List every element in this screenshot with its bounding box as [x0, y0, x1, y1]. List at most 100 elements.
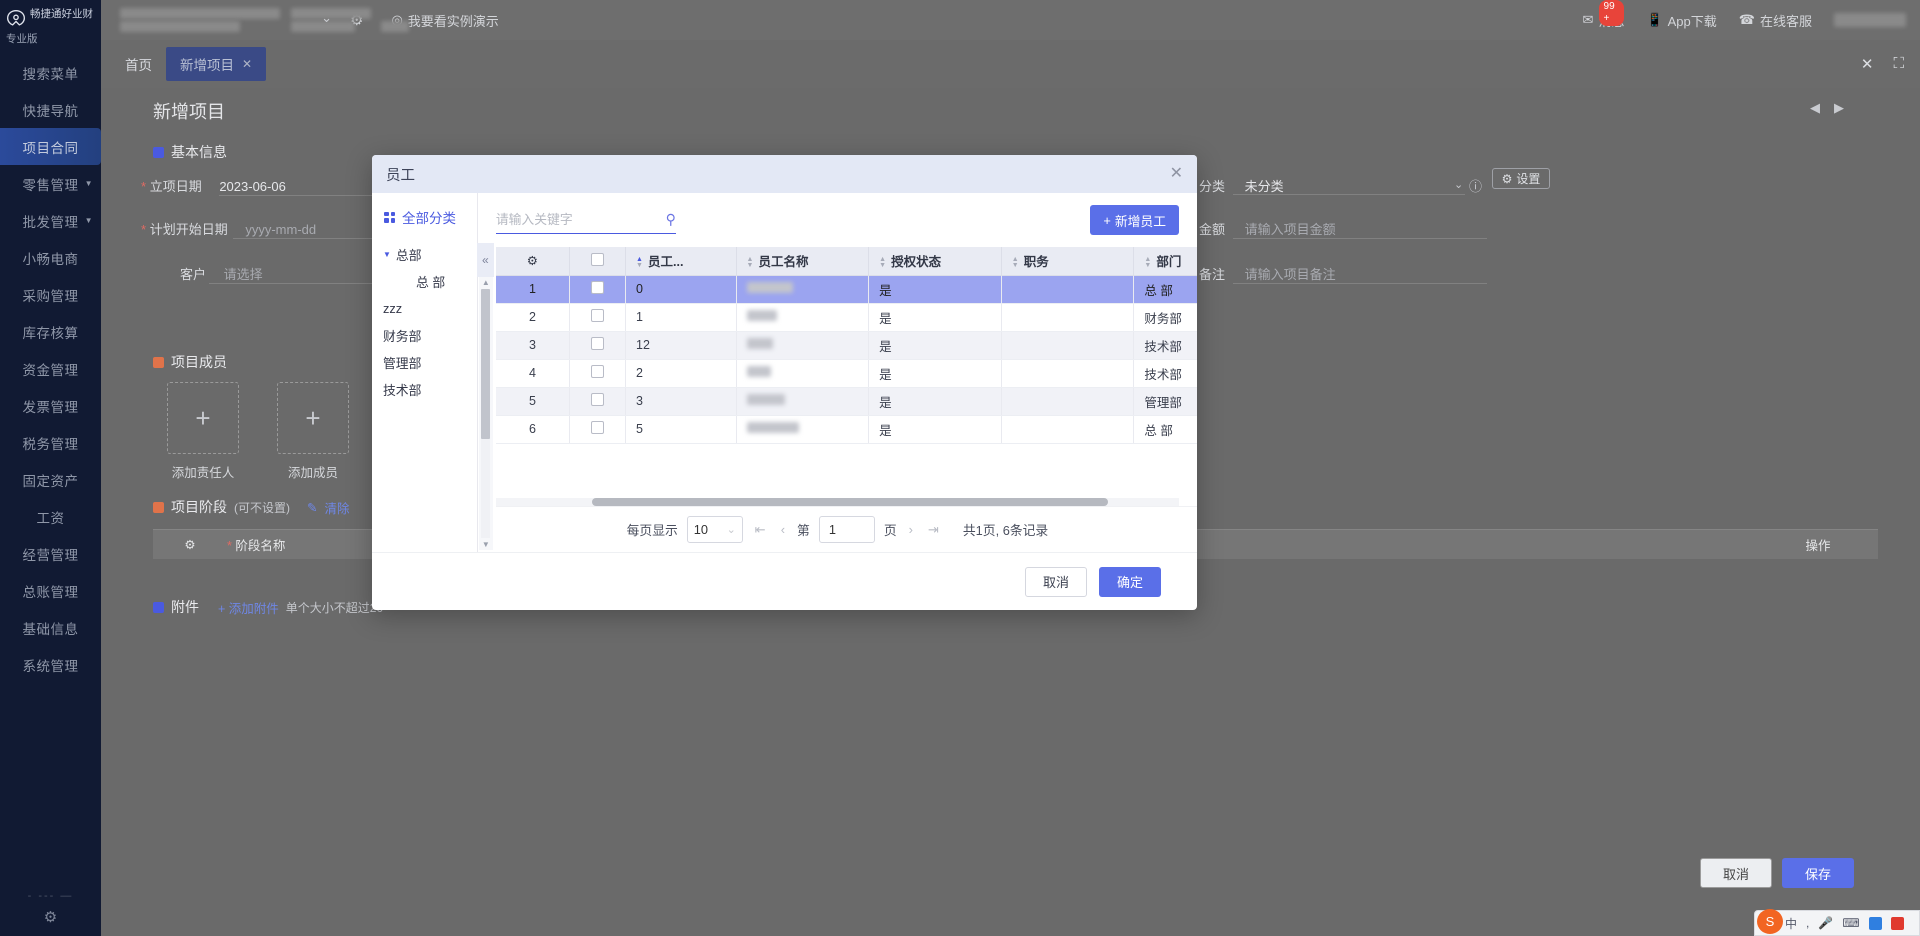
search-icon[interactable]: ⚲ — [665, 210, 676, 227]
page-nav-arrows[interactable]: ◀▶ — [1810, 100, 1858, 115]
dialog-confirm-button[interactable]: 确定 — [1099, 566, 1161, 597]
tree-node-1[interactable]: 总 部 — [372, 268, 477, 295]
chevron-down-icon[interactable]: ▼ — [84, 179, 93, 188]
table-col-dept[interactable]: ▲ ▼ 部门 — [1133, 247, 1197, 276]
sidebar-item-14[interactable]: 总账管理 — [0, 572, 101, 609]
gear-icon[interactable]: ⚙ — [43, 909, 58, 926]
palette-icon[interactable] — [1868, 916, 1882, 930]
first-page-icon[interactable]: ⇤ — [754, 521, 766, 537]
next-page-icon[interactable]: › — [908, 522, 913, 537]
fullscreen-icon[interactable]: ⛶ — [1893, 55, 1904, 72]
field-customer-placeholder[interactable]: 请选择 — [223, 267, 263, 282]
add-member-button[interactable]: + — [277, 382, 349, 454]
select-all-checkbox[interactable] — [591, 252, 604, 266]
table-col-auth[interactable]: ▲ ▼ 授权状态 — [868, 247, 1002, 276]
app-download-button[interactable]: 📱 App下载 — [1646, 11, 1716, 30]
ime-language-toggle[interactable]: 中 — [1785, 916, 1798, 931]
sidebar-item-11[interactable]: 固定资产 — [0, 461, 101, 498]
tree-node-3[interactable]: 财务部 — [372, 322, 477, 349]
search-input[interactable] — [495, 206, 676, 234]
close-icon[interactable]: ✕ — [242, 57, 253, 71]
close-icon[interactable]: ✕ — [1169, 165, 1183, 182]
punctuation-icon[interactable]: , — [1806, 916, 1810, 930]
tree-node-4[interactable]: 管理部 — [372, 349, 477, 376]
last-page-icon[interactable]: ⇥ — [927, 521, 939, 537]
row-checkbox[interactable] — [591, 421, 604, 434]
sidebar-item-13[interactable]: 经营管理 — [0, 535, 101, 572]
sidebar-item-2[interactable]: 项目合同 — [0, 128, 101, 165]
field-amount-placeholder[interactable]: 请输入项目金额 — [1244, 222, 1336, 237]
tree-node-5[interactable]: 技术部 — [372, 376, 477, 403]
tab-new-project[interactable]: 新增项目 ✕ — [166, 47, 267, 81]
field-category-value[interactable]: 未分类 — [1244, 179, 1284, 194]
row-checkbox-cell[interactable] — [569, 387, 626, 416]
add-owner-button[interactable]: + — [167, 382, 239, 454]
ime-logo-icon[interactable]: S — [1757, 909, 1783, 934]
sidebar-item-9[interactable]: 发票管理 — [0, 387, 101, 424]
row-checkbox[interactable] — [591, 393, 604, 406]
sidebar-item-5[interactable]: 小畅电商 — [0, 239, 101, 276]
double-chevron-left-icon[interactable]: « — [476, 243, 494, 277]
field-remark-placeholder[interactable]: 请输入项目备注 — [1244, 267, 1336, 282]
sidebar-item-7[interactable]: 库存核算 — [0, 313, 101, 350]
table-row[interactable]: 4 2 是 技术部 — [495, 359, 1197, 388]
sidebar-item-8[interactable]: 资金管理 — [0, 350, 101, 387]
row-checkbox-cell[interactable] — [569, 331, 626, 360]
chevron-down-icon[interactable]: ⌄ — [321, 10, 332, 25]
demo-link[interactable]: ◎ 我要看实例演示 — [391, 11, 498, 30]
table-row[interactable]: 6 5 是 总 部 — [495, 415, 1197, 444]
sidebar-item-0[interactable]: 搜索菜单 — [0, 54, 101, 91]
sidebar-item-16[interactable]: 系统管理 — [0, 646, 101, 683]
table-col-code[interactable]: ▲ ▼ 员工... — [625, 247, 737, 276]
table-col-role[interactable]: ▲ ▼ 职务 — [1001, 247, 1135, 276]
tree-node-0[interactable]: ▼ 总部 — [372, 241, 477, 268]
row-checkbox[interactable] — [591, 281, 604, 294]
messages-button[interactable]: ✉ 消息 99 + — [1583, 0, 1625, 30]
save-button[interactable]: 保存 — [1782, 858, 1854, 888]
cancel-button[interactable]: 取消 — [1700, 858, 1772, 888]
more-icon[interactable] — [1890, 916, 1904, 930]
add-employee-button[interactable]: + 新增员工 — [1090, 205, 1179, 235]
keyboard-icon[interactable]: ⌨ — [1842, 916, 1860, 930]
scroll-thumb[interactable] — [481, 289, 491, 439]
row-checkbox-cell[interactable] — [569, 415, 626, 444]
table-col-name[interactable]: ▲ ▼ 员工名称 — [736, 247, 870, 276]
question-icon[interactable]: ⓘ — [1469, 179, 1483, 194]
page-number-input[interactable]: 1 — [818, 516, 875, 543]
settings-button[interactable]: ⚙ 设置 — [1492, 168, 1550, 189]
gear-icon[interactable]: ⚙ — [184, 538, 196, 552]
table-row[interactable]: 3 12 是 技术部 — [495, 331, 1197, 360]
user-avatar-redacted[interactable] — [1834, 13, 1906, 27]
sidebar-item-1[interactable]: 快捷导航 — [0, 91, 101, 128]
page-size-select[interactable]: 10 ⌄ — [686, 516, 743, 543]
row-checkbox[interactable] — [591, 309, 604, 322]
sidebar-item-15[interactable]: 基础信息 — [0, 609, 101, 646]
sidebar-item-12[interactable]: 工资 — [0, 498, 101, 535]
company-selector[interactable]: ⌄ — [113, 7, 409, 33]
sort-icon[interactable]: ▲ ▼ — [636, 255, 643, 269]
field-start-date-value[interactable]: 2023-06-06 — [219, 179, 286, 194]
clear-stages-button[interactable]: 清除 — [324, 501, 350, 516]
sort-icon[interactable]: ▲ ▼ — [746, 255, 754, 269]
add-attachment-button[interactable]: + 添加附件 — [218, 601, 279, 616]
microphone-icon[interactable]: 🎤 — [1818, 916, 1834, 930]
table-row[interactable]: 5 3 是 管理部 — [495, 387, 1197, 416]
scroll-down-icon[interactable]: ▼ — [481, 540, 490, 549]
prev-page-icon[interactable]: ‹ — [780, 522, 786, 537]
scroll-up-icon[interactable]: ▲ — [481, 278, 490, 287]
sort-icon[interactable]: ▲ ▼ — [879, 255, 887, 269]
table-col-cbx[interactable] — [569, 247, 626, 276]
support-button[interactable]: ☎ 在线客服 — [1739, 11, 1812, 30]
row-checkbox-cell[interactable] — [569, 275, 626, 304]
chevron-down-icon[interactable]: ⌄ — [1454, 179, 1464, 191]
close-icon[interactable]: ✕ — [1860, 56, 1874, 73]
sidebar-item-10[interactable]: 税务管理 — [0, 424, 101, 461]
sort-icon[interactable]: ▲ ▼ — [1144, 255, 1152, 269]
row-checkbox-cell[interactable] — [569, 303, 626, 332]
scroll-track[interactable] — [481, 289, 491, 538]
horizontal-scroll-thumb[interactable] — [591, 498, 1108, 506]
chevron-down-icon[interactable]: ▼ — [84, 216, 93, 225]
sidebar-item-4[interactable]: 批发管理 ▼ — [0, 202, 101, 239]
caret-down-icon[interactable]: ▼ — [383, 250, 391, 259]
table-row[interactable]: 1 0 是 总 部 — [495, 275, 1197, 304]
